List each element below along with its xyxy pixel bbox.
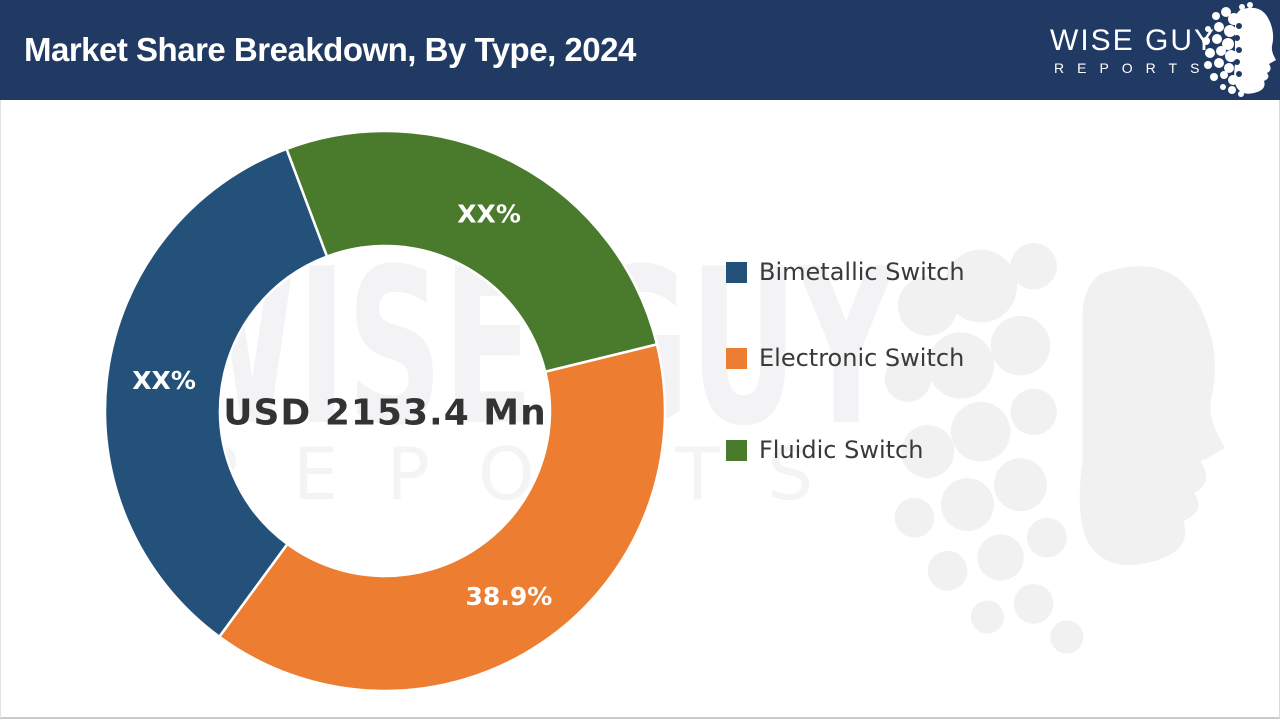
segment-value-label: XX% xyxy=(132,366,196,395)
legend-item-bimetallic-switch: Bimetallic Switch xyxy=(726,257,965,287)
legend-label: Bimetallic Switch xyxy=(759,258,965,286)
legend-swatch-fluidic xyxy=(726,439,747,461)
legend-item-fluidic-switch: Fluidic Switch xyxy=(726,435,923,465)
brand-wordmark: WISE GUY xyxy=(1050,24,1217,57)
bottom-border xyxy=(0,717,1280,719)
left-border xyxy=(0,100,1,718)
donut-center-value: USD 2153.4 Mn xyxy=(223,393,546,434)
segment-electronic-switch xyxy=(218,343,667,693)
segment-fluidic-switch xyxy=(285,129,659,373)
legend-swatch-bimetallic xyxy=(726,261,747,283)
header: Market Share Breakdown, By Type, 2024 WI… xyxy=(0,0,1280,100)
legend-swatch-electronic xyxy=(726,347,747,369)
brand-face-icon xyxy=(1202,2,1276,97)
page-title: Market Share Breakdown, By Type, 2024 xyxy=(24,31,636,68)
legend-label: Fluidic Switch xyxy=(759,436,924,464)
segment-bimetallic-switch xyxy=(103,147,329,638)
brand-subtext: REPORTS xyxy=(1054,60,1213,76)
legend-label: Electronic Switch xyxy=(759,344,965,372)
chart-area: WISE GUY REPORTS XX% 38.9% XX% USD 2153.4 M… xyxy=(0,100,1280,720)
brand-logo: WISE GUY REPORTS xyxy=(1020,0,1280,100)
donut-chart: XX% 38.9% XX% USD 2153.4 Mn xyxy=(103,129,667,693)
segment-value-label: 38.9% xyxy=(466,582,553,611)
legend-item-electronic-switch: Electronic Switch xyxy=(726,343,964,373)
segment-value-label: XX% xyxy=(457,199,521,228)
